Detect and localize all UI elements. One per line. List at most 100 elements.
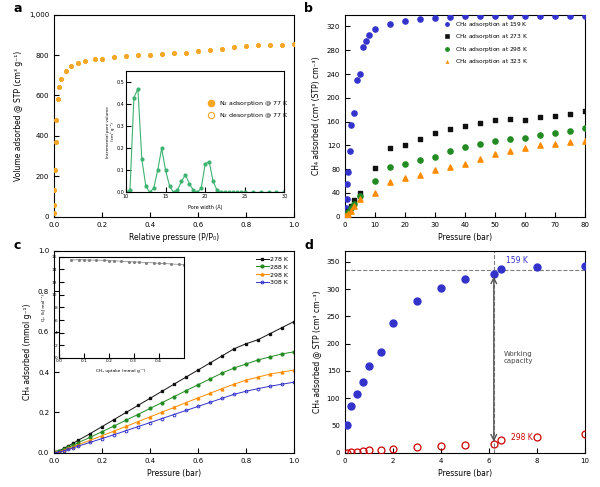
278 K	[65, 443, 72, 449]
298 K	[266, 371, 274, 377]
278 K	[242, 341, 250, 347]
278 K	[206, 360, 214, 366]
Point	[535, 12, 545, 19]
Point	[343, 208, 353, 216]
308 K	[218, 395, 226, 401]
Point	[385, 178, 395, 186]
Text: d: d	[304, 239, 313, 252]
288 K	[170, 394, 178, 400]
Point	[445, 125, 455, 132]
298 K	[290, 367, 298, 373]
Point	[520, 134, 530, 142]
Point	[430, 130, 440, 137]
278 K	[158, 388, 166, 394]
X-axis label: Pressure (bar): Pressure (bar)	[438, 469, 492, 478]
Point	[349, 196, 359, 204]
Text: 298 K: 298 K	[511, 433, 532, 442]
Line: 298 K: 298 K	[53, 369, 295, 454]
Point	[565, 138, 575, 146]
278 K	[134, 402, 142, 408]
Point	[550, 112, 560, 120]
Point	[355, 192, 365, 200]
Y-axis label: Volume adsorbed @ STP (cm³ g⁻¹): Volume adsorbed @ STP (cm³ g⁻¹)	[14, 51, 23, 181]
278 K	[170, 381, 178, 387]
278 K	[218, 353, 226, 359]
Point	[400, 174, 410, 182]
Point	[355, 195, 365, 203]
308 K	[134, 424, 142, 430]
Text: a: a	[13, 2, 22, 16]
288 K	[60, 447, 67, 452]
Point	[364, 32, 374, 39]
Point	[505, 148, 515, 155]
Legend: 278 K, 288 K, 298 K, 308 K: 278 K, 288 K, 298 K, 308 K	[254, 254, 291, 288]
Point	[341, 212, 350, 220]
Point	[475, 13, 485, 20]
Point	[475, 119, 485, 127]
Point	[346, 121, 356, 129]
308 K	[146, 420, 154, 426]
298 K	[206, 391, 214, 396]
Point	[580, 107, 590, 115]
278 K	[266, 331, 274, 337]
Point	[505, 12, 515, 19]
Point	[505, 135, 515, 143]
288 K	[110, 423, 118, 429]
Point	[343, 180, 352, 188]
Line: 278 K: 278 K	[53, 320, 295, 454]
308 K	[170, 412, 178, 417]
Point	[520, 116, 530, 124]
288 K	[65, 444, 72, 450]
288 K	[55, 449, 62, 454]
298 K	[53, 450, 60, 455]
Point	[342, 212, 352, 220]
308 K	[194, 404, 202, 410]
Point	[565, 12, 575, 19]
288 K	[53, 449, 60, 455]
288 K	[206, 376, 214, 382]
278 K	[230, 346, 238, 352]
Point	[565, 110, 575, 118]
Point	[415, 135, 425, 143]
308 K	[98, 436, 106, 442]
298 K	[55, 449, 62, 455]
288 K	[146, 406, 154, 412]
Text: Working
capacity: Working capacity	[503, 351, 533, 364]
278 K	[50, 450, 58, 456]
Point	[430, 153, 440, 161]
Point	[475, 155, 485, 163]
308 K	[70, 445, 77, 451]
288 K	[266, 354, 274, 360]
278 K	[98, 424, 106, 430]
Point	[400, 161, 410, 169]
288 K	[278, 351, 286, 357]
Point	[445, 164, 455, 171]
288 K	[182, 388, 190, 393]
298 K	[194, 395, 202, 401]
288 K	[230, 365, 238, 371]
308 K	[266, 383, 274, 389]
Point	[358, 43, 368, 51]
Point	[370, 177, 380, 185]
Point	[341, 211, 350, 219]
288 K	[290, 349, 298, 355]
308 K	[55, 449, 62, 455]
Legend: CH$_4$ adsorption at 159 K, CH$_4$ adsorption at 273 K, CH$_4$ adsorption at 298: CH$_4$ adsorption at 159 K, CH$_4$ adsor…	[439, 18, 530, 69]
278 K	[278, 325, 286, 331]
Y-axis label: CH₄ adsorbed (cm³ (STP) cm⁻³): CH₄ adsorbed (cm³ (STP) cm⁻³)	[312, 56, 321, 175]
278 K	[290, 318, 298, 324]
308 K	[53, 450, 60, 455]
X-axis label: Pressure (bar): Pressure (bar)	[147, 469, 201, 478]
Point	[341, 212, 350, 220]
288 K	[194, 382, 202, 388]
278 K	[146, 395, 154, 401]
308 K	[182, 408, 190, 413]
288 K	[86, 434, 94, 440]
288 K	[50, 450, 58, 456]
278 K	[254, 337, 262, 343]
Point	[430, 14, 440, 21]
Point	[490, 137, 500, 145]
Point	[460, 143, 470, 150]
288 K	[134, 412, 142, 417]
Point	[430, 167, 440, 174]
